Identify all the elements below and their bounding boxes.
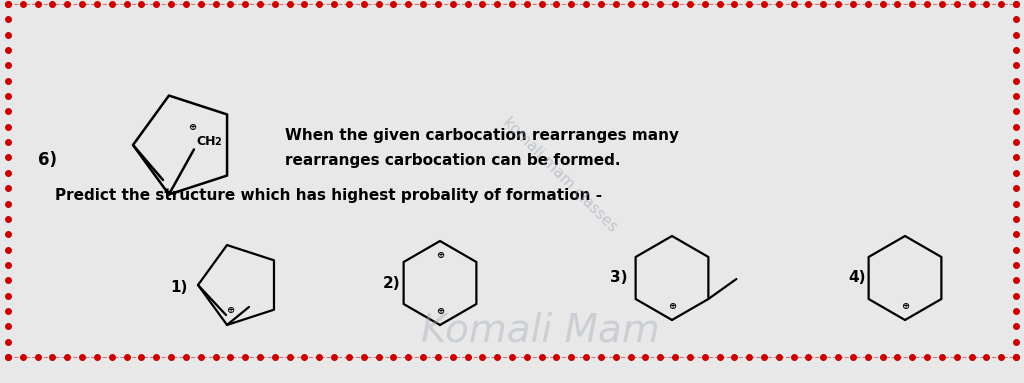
Text: ⊕: ⊕ bbox=[187, 123, 196, 133]
Text: 2: 2 bbox=[214, 137, 221, 147]
Text: Predict the structure which has highest probality of formation -: Predict the structure which has highest … bbox=[55, 188, 602, 203]
Text: rearranges carbocation can be formed.: rearranges carbocation can be formed. bbox=[285, 152, 621, 167]
Text: ⊕: ⊕ bbox=[668, 301, 676, 311]
Text: 4): 4) bbox=[848, 270, 865, 285]
Text: When the given carbocation rearranges many: When the given carbocation rearranges ma… bbox=[285, 128, 679, 142]
Text: 1): 1) bbox=[170, 280, 187, 296]
Text: ⊕: ⊕ bbox=[436, 250, 444, 260]
Text: ⊕: ⊕ bbox=[901, 301, 909, 311]
Text: 3): 3) bbox=[610, 270, 628, 285]
Text: 6): 6) bbox=[38, 151, 57, 169]
Text: CH: CH bbox=[196, 135, 215, 148]
Text: ⊕: ⊕ bbox=[226, 305, 234, 315]
Text: komali mam classes: komali mam classes bbox=[500, 115, 621, 235]
Text: Komali Mam: Komali Mam bbox=[421, 311, 659, 349]
Text: 2): 2) bbox=[383, 275, 400, 290]
Text: ⊕: ⊕ bbox=[436, 306, 444, 316]
